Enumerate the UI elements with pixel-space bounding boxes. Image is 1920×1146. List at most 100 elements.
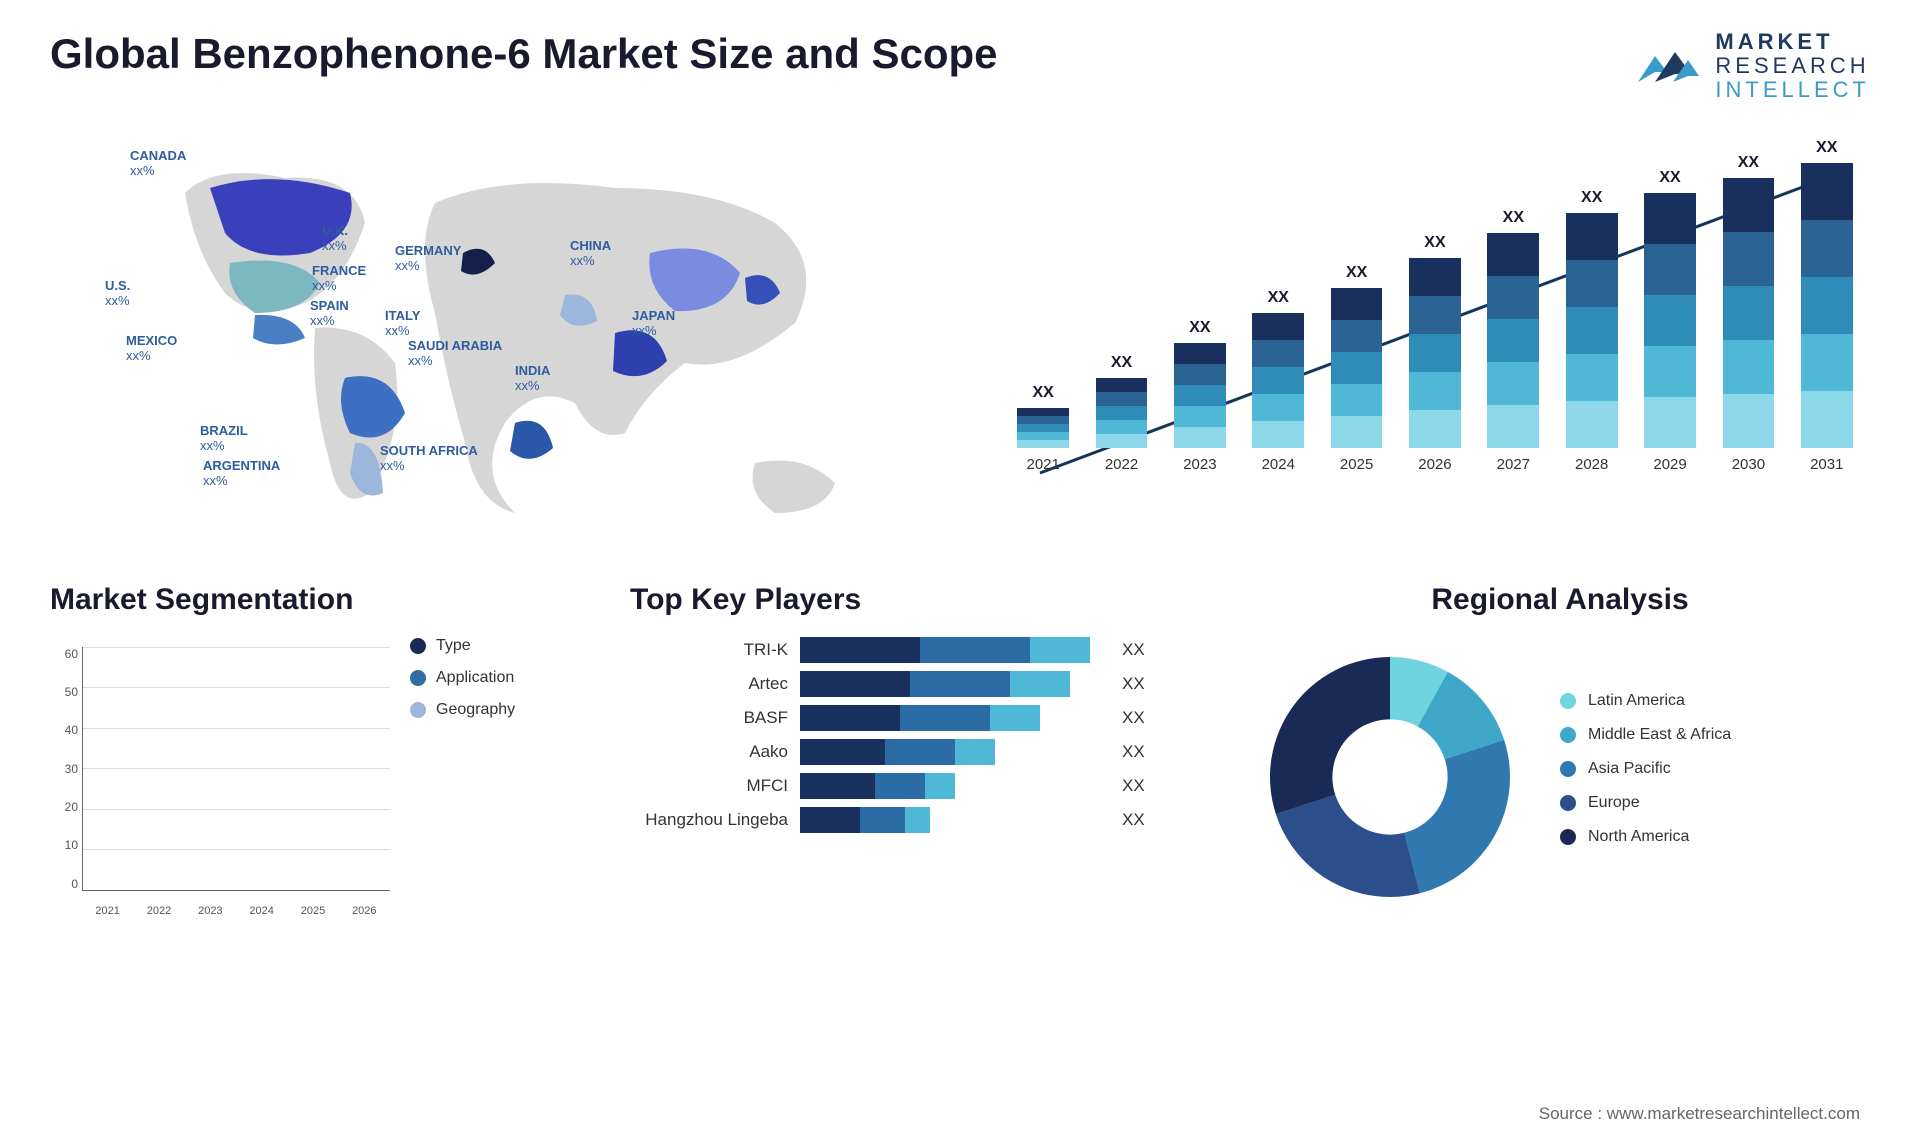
growth-value-label: XX bbox=[1424, 234, 1445, 252]
keyplayers-panel: Top Key Players TRI-K XX Artec XX BASF XX Aako… bbox=[630, 583, 1190, 917]
reg-legend-northamerica: North America bbox=[1560, 828, 1731, 846]
growth-value-label: XX bbox=[1111, 354, 1132, 372]
donut-slice-europe bbox=[1276, 794, 1420, 896]
map-label-japan: JAPANxx% bbox=[632, 308, 675, 339]
kp-row-artec: Artec XX bbox=[630, 671, 1190, 697]
growth-year-label: 2031 bbox=[1810, 456, 1843, 473]
growth-year-label: 2028 bbox=[1575, 456, 1608, 473]
map-label-china: CHINAxx% bbox=[570, 238, 611, 269]
growth-year-label: 2023 bbox=[1183, 456, 1216, 473]
segmentation-chart: 6050403020100 202120222023202420252026 bbox=[50, 637, 390, 917]
brand-logo: MARKET RESEARCH INTELLECT bbox=[1633, 30, 1870, 103]
kp-name: MFCI bbox=[630, 776, 800, 796]
seg-ytick: 60 bbox=[65, 647, 78, 661]
growth-value-label: XX bbox=[1189, 319, 1210, 337]
kp-name: Aako bbox=[630, 742, 800, 762]
kp-row-hangzhoulingeba: Hangzhou LingebaXX bbox=[630, 807, 1190, 833]
seg-ytick: 50 bbox=[65, 685, 78, 699]
growth-value-label: XX bbox=[1816, 139, 1837, 157]
bottom-row: Market Segmentation 6050403020100 202120… bbox=[50, 583, 1870, 917]
segmentation-panel: Market Segmentation 6050403020100 202120… bbox=[50, 583, 570, 917]
growth-year-label: 2021 bbox=[1026, 456, 1059, 473]
kp-value: XX bbox=[1110, 708, 1145, 728]
growth-value-label: XX bbox=[1268, 289, 1289, 307]
growth-year-label: 2022 bbox=[1105, 456, 1138, 473]
seg-ytick: 40 bbox=[65, 723, 78, 737]
reg-legend-middleeastafrica: Middle East & Africa bbox=[1560, 726, 1731, 744]
growth-bar-2027: XX 2027 bbox=[1480, 209, 1546, 473]
growth-value-label: XX bbox=[1503, 209, 1524, 227]
map-svg bbox=[50, 133, 960, 533]
growth-value-label: XX bbox=[1738, 154, 1759, 172]
seg-xtick: 2021 bbox=[95, 905, 119, 917]
growth-value-label: XX bbox=[1581, 189, 1602, 207]
growth-chart: XX2021XX2022XX2023XX2024XX2025XX2026XX20… bbox=[1000, 133, 1870, 533]
map-label-argentina: ARGENTINAxx% bbox=[203, 458, 280, 489]
growth-year-label: 2027 bbox=[1497, 456, 1530, 473]
top-row: CANADAxx%U.S.xx%MEXICOxx%BRAZILxx%ARGENT… bbox=[50, 133, 1870, 533]
map-label-india: INDIAxx% bbox=[515, 363, 550, 394]
growth-bar-2021: XX 2021 bbox=[1010, 384, 1076, 473]
seg-legend-type: Type bbox=[410, 637, 515, 655]
kp-value: XX bbox=[1110, 640, 1145, 660]
map-label-uk: U.K.xx% bbox=[322, 223, 348, 254]
seg-ytick: 0 bbox=[71, 877, 78, 891]
kp-row-basf: BASF XX bbox=[630, 705, 1190, 731]
map-label-germany: GERMANYxx% bbox=[395, 243, 461, 274]
map-label-spain: SPAINxx% bbox=[310, 298, 349, 329]
growth-year-label: 2025 bbox=[1340, 456, 1373, 473]
kp-name: Artec bbox=[630, 674, 800, 694]
growth-bar-2025: XX 2025 bbox=[1323, 264, 1389, 473]
growth-year-label: 2030 bbox=[1732, 456, 1765, 473]
map-label-italy: ITALYxx% bbox=[385, 308, 420, 339]
kp-name: BASF bbox=[630, 708, 800, 728]
growth-bar-2023: XX 2023 bbox=[1167, 319, 1233, 473]
growth-year-label: 2026 bbox=[1418, 456, 1451, 473]
seg-ytick: 20 bbox=[65, 800, 78, 814]
map-label-canada: CANADAxx% bbox=[130, 148, 186, 179]
map-label-france: FRANCExx% bbox=[312, 263, 366, 294]
kp-value: XX bbox=[1110, 674, 1145, 694]
donut-slice-northamerica bbox=[1270, 657, 1390, 814]
seg-xtick: 2023 bbox=[198, 905, 222, 917]
growth-value-label: XX bbox=[1033, 384, 1054, 402]
growth-bar-2030: XX 2030 bbox=[1715, 154, 1781, 473]
kp-row-trik: TRI-K XX bbox=[630, 637, 1190, 663]
source-attribution: Source : www.marketresearchintellect.com bbox=[1539, 1104, 1860, 1124]
map-label-brazil: BRAZILxx% bbox=[200, 423, 248, 454]
growth-year-label: 2029 bbox=[1653, 456, 1686, 473]
page-title: Global Benzophenone-6 Market Size and Sc… bbox=[50, 30, 998, 78]
growth-year-label: 2024 bbox=[1262, 456, 1295, 473]
seg-xtick: 2026 bbox=[352, 905, 376, 917]
growth-value-label: XX bbox=[1346, 264, 1367, 282]
header: Global Benzophenone-6 Market Size and Sc… bbox=[50, 30, 1870, 103]
kp-bar bbox=[800, 637, 1110, 663]
kp-name: TRI-K bbox=[630, 640, 800, 660]
reg-legend-europe: Europe bbox=[1560, 794, 1731, 812]
reg-legend-latinamerica: Latin America bbox=[1560, 692, 1731, 710]
kp-bar bbox=[800, 773, 1110, 799]
growth-bar-2029: XX2029 bbox=[1637, 169, 1703, 473]
kp-bar bbox=[800, 705, 1110, 731]
seg-legend-geography: Geography bbox=[410, 701, 515, 719]
kp-bar bbox=[800, 807, 1110, 833]
kp-value: XX bbox=[1110, 776, 1145, 796]
map-label-saudiarabia: SAUDI ARABIAxx% bbox=[408, 338, 502, 369]
map-label-southafrica: SOUTH AFRICAxx% bbox=[380, 443, 478, 474]
map-label-us: U.S.xx% bbox=[105, 278, 130, 309]
growth-bar-2031: XX 2031 bbox=[1794, 139, 1860, 473]
world-map: CANADAxx%U.S.xx%MEXICOxx%BRAZILxx%ARGENT… bbox=[50, 133, 960, 533]
reg-legend-asiapacific: Asia Pacific bbox=[1560, 760, 1731, 778]
growth-bar-2024: XX 2024 bbox=[1245, 289, 1311, 473]
donut-slice-asiapacific bbox=[1404, 739, 1510, 892]
keyplayers-title: Top Key Players bbox=[630, 583, 1190, 617]
kp-value: XX bbox=[1110, 810, 1145, 830]
seg-ytick: 30 bbox=[65, 762, 78, 776]
kp-row-aako: AakoXX bbox=[630, 739, 1190, 765]
kp-bar bbox=[800, 671, 1110, 697]
regional-legend: Latin America Middle East & Africa Asia Pa… bbox=[1560, 692, 1731, 862]
seg-ytick: 10 bbox=[65, 838, 78, 852]
kp-bar bbox=[800, 739, 1110, 765]
logo-line-3: INTELLECT bbox=[1715, 78, 1870, 102]
keyplayers-chart: TRI-KXXArtecXXBASFXXAakoXXMFCIXXHangzhou… bbox=[630, 637, 1190, 833]
